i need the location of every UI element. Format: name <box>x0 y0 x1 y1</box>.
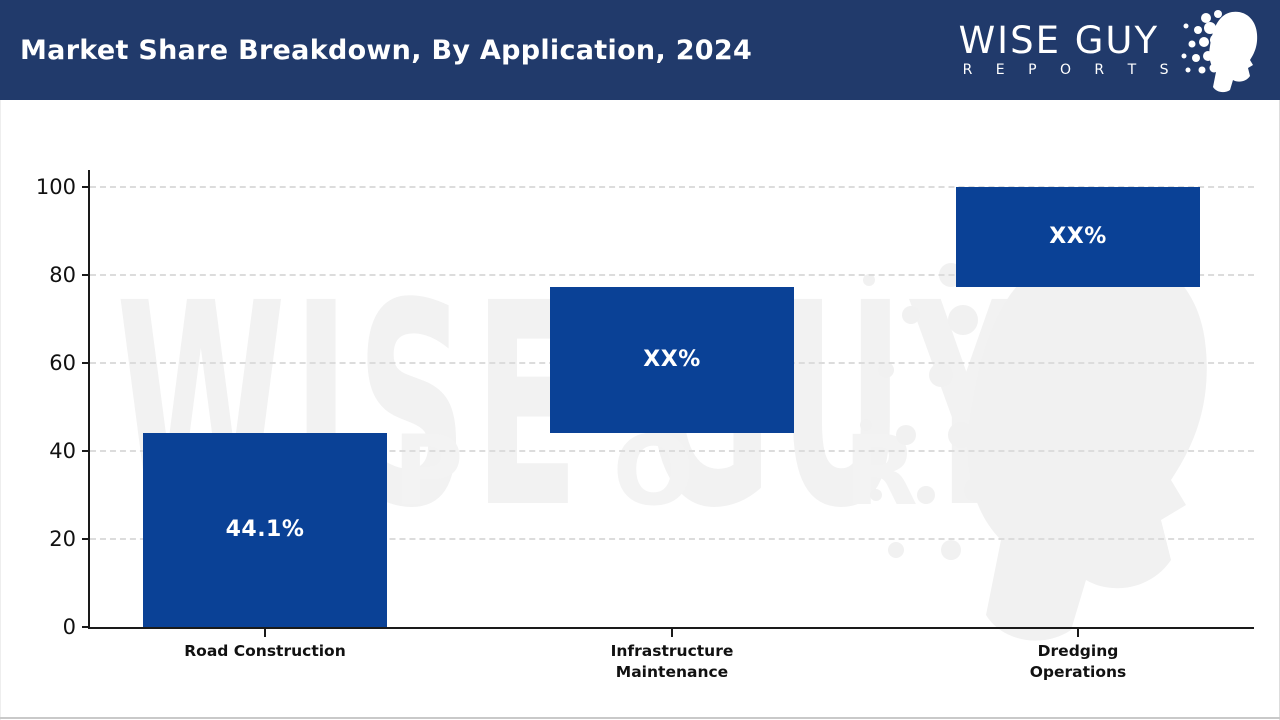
brand-logo-text: WISE GUY R E P O R T S <box>958 19 1178 78</box>
bar-value-label: 44.1% <box>225 517 305 543</box>
gridline <box>90 450 1254 452</box>
gridline <box>90 274 1254 276</box>
category-label-dredging-operations: Dredging Operations <box>1029 642 1127 681</box>
brand-subname: R E P O R T S <box>962 61 1178 78</box>
bar-dredging-operations: XX% <box>956 187 1200 287</box>
bottom-border <box>0 717 1280 719</box>
y-tick-mark <box>82 186 90 188</box>
y-tick-mark <box>82 274 90 276</box>
x-axis <box>88 627 1254 629</box>
bar-infrastructure-maintenance: XX% <box>550 286 794 433</box>
y-tick-label: 40 <box>49 439 76 463</box>
y-tick-label: 80 <box>49 263 76 287</box>
category-label-infrastructure-maintenance: Infrastructure Maintenance <box>610 642 734 681</box>
y-tick-mark <box>82 450 90 452</box>
brand-name: WISE GUY <box>958 19 1160 63</box>
gridline <box>90 538 1254 540</box>
header: Market Share Breakdown, By Application, … <box>0 0 1280 100</box>
y-tick-label: 60 <box>49 351 76 375</box>
gridline <box>90 186 1254 188</box>
x-tick-mark <box>264 629 266 637</box>
bar-road-construction: 44.1% <box>143 432 387 627</box>
category-label-road-construction: Road Construction <box>184 642 346 660</box>
bar-value-label: XX% <box>1049 224 1107 250</box>
logo-face-icon <box>1181 10 1258 93</box>
y-tick-mark <box>82 362 90 364</box>
y-tick-mark <box>82 626 90 628</box>
y-axis <box>88 170 90 629</box>
bar-value-label: XX% <box>643 347 701 373</box>
plot: 0 20 40 60 80 100 44.1% Road Construction XX% Inf… <box>1 100 1279 720</box>
y-tick-label: 100 <box>35 175 76 199</box>
x-tick-mark <box>1077 629 1079 637</box>
page-title: Market Share Breakdown, By Application, … <box>20 34 753 66</box>
y-tick-mark <box>82 538 90 540</box>
brand-logo: WISE GUY R E P O R T S <box>959 4 1266 96</box>
y-tick-label: 20 <box>49 527 76 551</box>
x-tick-mark <box>671 629 673 637</box>
y-tick-label: 0 <box>62 615 76 639</box>
